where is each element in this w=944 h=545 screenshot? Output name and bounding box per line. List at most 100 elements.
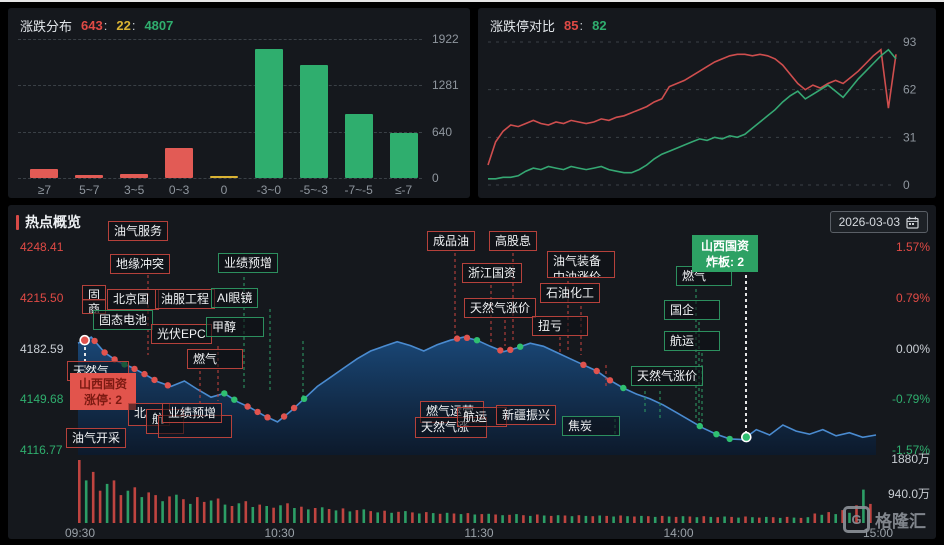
volume-bar (362, 509, 366, 523)
hotspot-label[interactable]: 浙江国资 (462, 263, 523, 283)
volume-bar (563, 515, 567, 523)
hotspot-label[interactable]: 固态电池 (93, 310, 154, 330)
hotspot-label[interactable]: 扭亏 (532, 316, 588, 336)
volume-bar (605, 515, 608, 523)
event-dot (254, 408, 261, 416)
volume-bar (647, 516, 650, 523)
volume-bar (78, 460, 81, 523)
event-dot (151, 376, 158, 384)
volume-bar (293, 508, 296, 523)
volume-bar (161, 501, 164, 523)
bar (30, 169, 59, 178)
hotspot-label[interactable]: 航运 (457, 407, 507, 427)
separator: : (579, 18, 584, 33)
event-dot (453, 335, 461, 342)
hotspot-label[interactable]: 山西国资 炸板: 2 (692, 235, 758, 272)
panel-title: 涨跌停对比 (490, 19, 556, 34)
y-tick-label: 62 (903, 83, 917, 97)
hotspot-label[interactable]: 国企 (664, 300, 720, 320)
volume-bar (445, 512, 449, 523)
hotspot-label[interactable]: 高股息 (489, 231, 538, 251)
event-dot (473, 337, 481, 344)
hotspot-label[interactable]: 业绩预增 (162, 403, 223, 423)
date-picker-button[interactable]: 2026-03-03 (829, 211, 928, 233)
down-count: 4807 (144, 18, 174, 33)
y-tick-label: 31 (903, 130, 917, 144)
hotspot-label[interactable]: 油气开采 (66, 428, 127, 448)
series-line-跌停 (488, 48, 897, 180)
hotspot-label[interactable]: 甲醇 (206, 317, 264, 337)
volume-bar (175, 494, 178, 523)
limit-up-count: 85 (564, 18, 579, 33)
hotspot-label[interactable]: 地缘冲突 (110, 254, 171, 274)
calendar-icon (906, 216, 919, 229)
event-dot (131, 365, 138, 373)
y-tick-label: 93 (903, 35, 917, 49)
volume-bar (820, 514, 824, 523)
hotspot-label[interactable]: 焦炭 (562, 416, 620, 436)
volume-bar (230, 506, 234, 523)
volume-bar (688, 516, 692, 523)
volume-bar (307, 509, 310, 523)
volume-bar (258, 504, 261, 523)
page-title: 热点概览 (25, 214, 81, 230)
volume-bar (168, 496, 171, 523)
watermark: G 格隆汇 (843, 506, 926, 533)
volume-bar (778, 517, 782, 523)
hotspot-labels-layer: 固商油气服务 地缘冲突 业绩预增 北京国 油服工程 AI眼镜 固态电池 光伏EPC 甲醇 燃气 天然… (8, 205, 936, 539)
volume-bar (737, 517, 740, 523)
event-dot (593, 367, 600, 375)
hotspot-label[interactable]: 航运 (664, 331, 720, 351)
volume-bar (758, 517, 761, 523)
limit-compare-panel: 涨跌停对比 85: 82 0 31 62 93 (478, 8, 936, 198)
volume-bar (570, 516, 574, 523)
volume-bar (577, 515, 581, 523)
x-category-label: -3~0 (256, 183, 282, 197)
volume-bar (223, 504, 227, 523)
volume-bar (279, 505, 282, 523)
volume-bar (244, 501, 248, 523)
y-tick-label: 1922 (432, 32, 459, 46)
event-dot (280, 413, 288, 420)
bar (75, 175, 104, 178)
hotspot-label[interactable]: 北京国 (107, 289, 159, 310)
hotspot-label[interactable]: 燃气 (187, 349, 243, 369)
volume-bar (480, 514, 484, 523)
hotspot-label[interactable]: 业绩预增 (218, 253, 279, 273)
volume-bar (660, 515, 664, 523)
updown-distribution-panel: 涨跌分布 643: 22: 4807 0 640 1281 1922 ≥7 5~7 3~5 0… (8, 8, 470, 198)
event-dot (497, 347, 504, 354)
up-count: 643 (81, 18, 103, 33)
volume-bar (383, 510, 386, 523)
event-dot (244, 403, 251, 410)
hotspot-label[interactable]: 天然气涨价 (464, 298, 537, 318)
volume-bar (751, 517, 754, 523)
updown-bar-chart: 0 640 1281 1922 ≥7 5~7 3~5 0~3 0 -3~0 -5~-3 -7~-5 ≤-… (8, 8, 470, 198)
volume-bar (452, 513, 456, 523)
hotspot-label[interactable]: 油气装备 中油涨价 (547, 251, 615, 278)
volume-bar (105, 483, 109, 523)
hotspot-label[interactable]: 新疆振兴 (496, 405, 557, 425)
volume-bar (681, 516, 685, 523)
volume-bar (202, 501, 206, 523)
volume-bar (515, 514, 518, 523)
hotspot-label[interactable]: 油气服务 (108, 221, 169, 241)
watermark-text: 格隆汇 (875, 512, 926, 531)
bar (120, 173, 149, 178)
volume-bar (591, 516, 595, 523)
index-area (78, 337, 876, 455)
updown-distribution-header: 涨跌分布 643: 22: 4807 (20, 16, 173, 35)
hotspot-label[interactable]: 山西国资 涨停: 2 (70, 373, 136, 410)
volume-bar (182, 499, 185, 523)
volume-bar (154, 495, 157, 523)
hotspot-label[interactable]: 天然气涨价 (631, 366, 704, 386)
volume-bar (487, 513, 490, 523)
hotspot-label[interactable]: 石油化工 (540, 283, 601, 303)
volume-bar (237, 503, 241, 523)
hotspot-label[interactable]: 光伏EPC (151, 324, 212, 344)
hotspot-label[interactable]: 油服工程 (155, 289, 216, 309)
volume-bar (189, 503, 192, 523)
hotspot-label[interactable]: AI眼镜 (211, 288, 259, 308)
hotspot-label[interactable]: 成品油 (427, 231, 476, 251)
